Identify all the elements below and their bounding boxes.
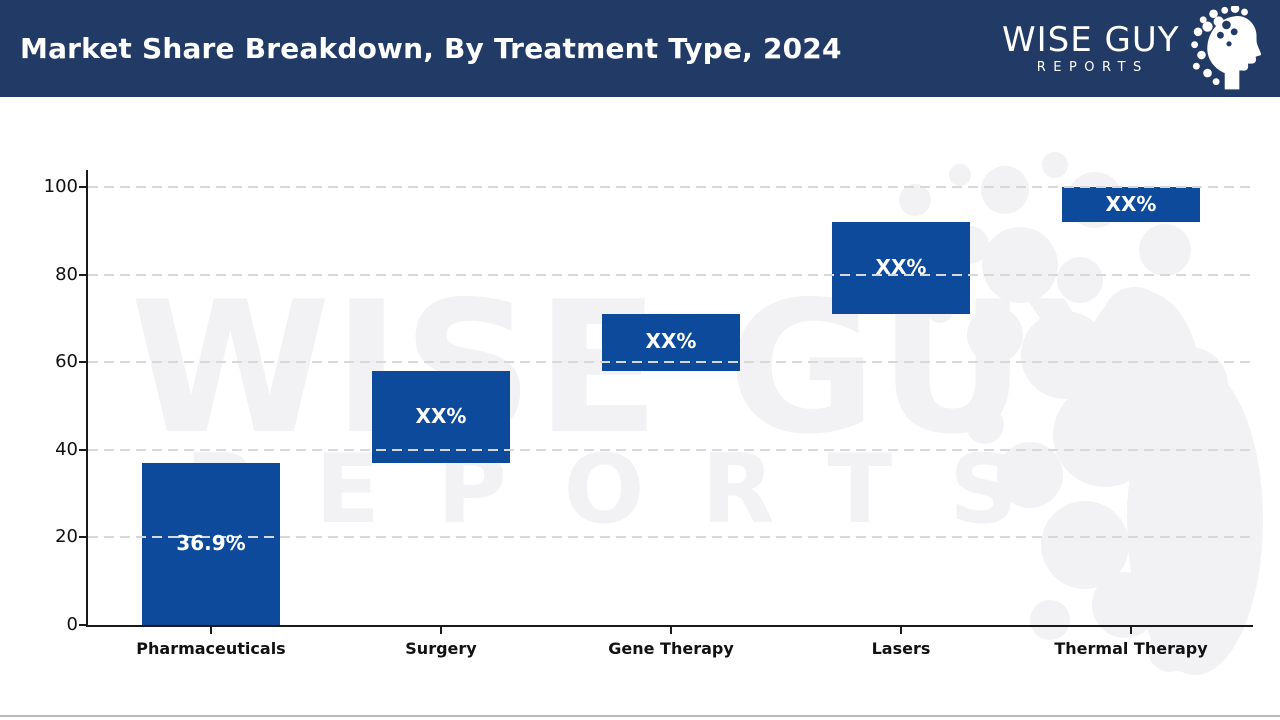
header-band: Market Share Breakdown, By Treatment Typ… bbox=[0, 0, 1280, 97]
y-axis-tick-label: 40 bbox=[55, 438, 78, 460]
x-axis-tick-mark bbox=[440, 627, 442, 634]
x-axis-tick-mark bbox=[210, 627, 212, 634]
y-axis-tick-label: 100 bbox=[43, 176, 78, 197]
brand-name: WISE GUY bbox=[1002, 20, 1180, 61]
y-axis-tick-label: 60 bbox=[55, 351, 78, 373]
brand-subtitle: REPORTS bbox=[1036, 59, 1149, 75]
y-axis-tick-mark bbox=[79, 273, 86, 276]
x-axis-spine bbox=[86, 625, 1253, 627]
x-axis-category-label: Thermal Therapy bbox=[1054, 639, 1208, 658]
brand-head-icon bbox=[1190, 6, 1261, 90]
gridline-40 bbox=[88, 448, 1253, 451]
bar-value-label: 36.9% bbox=[176, 531, 246, 556]
y-axis-tick-mark bbox=[79, 186, 86, 188]
gridline-20 bbox=[88, 536, 1253, 539]
x-axis-tick-mark bbox=[1130, 627, 1132, 634]
y-axis-tick-mark bbox=[79, 448, 86, 451]
chart-title: Market Share Breakdown, By Treatment Typ… bbox=[20, 32, 842, 65]
bar-value-label: XX% bbox=[875, 255, 927, 280]
gridline-80 bbox=[88, 273, 1253, 276]
x-axis-category-label: Lasers bbox=[871, 639, 931, 658]
bar-value-label: XX% bbox=[415, 404, 467, 429]
y-axis-tick-label: 0 bbox=[66, 614, 78, 635]
x-axis-category-label: Gene Therapy bbox=[608, 639, 734, 658]
y-axis-tick-mark bbox=[79, 536, 86, 539]
bar-value-label: XX% bbox=[645, 329, 697, 354]
y-axis-tick-mark bbox=[79, 624, 86, 626]
y-axis-tick-mark bbox=[79, 361, 86, 364]
gridline-60 bbox=[88, 361, 1253, 364]
y-axis-spine bbox=[86, 170, 88, 627]
x-axis-category-label: Surgery bbox=[405, 639, 477, 658]
bar-pharmaceuticals bbox=[142, 463, 280, 625]
brand-text: WISE GUY REPORTS bbox=[1002, 20, 1180, 75]
x-axis-tick-mark bbox=[670, 627, 672, 634]
y-axis-tick-label: 80 bbox=[55, 263, 78, 285]
bar-surgery bbox=[372, 370, 510, 464]
gridline-100 bbox=[88, 186, 1253, 188]
y-axis-tick-label: 20 bbox=[55, 526, 78, 548]
bottom-rule bbox=[0, 715, 1280, 717]
brand-logo: WISE GUY REPORTS bbox=[1002, 6, 1264, 92]
bar-value-label: XX% bbox=[1105, 191, 1157, 216]
x-axis-tick-mark bbox=[900, 627, 902, 634]
x-axis-category-label: Pharmaceuticals bbox=[136, 639, 286, 658]
